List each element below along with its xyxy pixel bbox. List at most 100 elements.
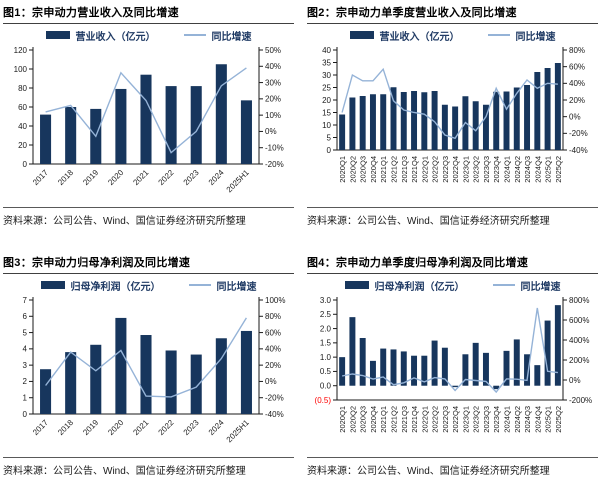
svg-text:2.5: 2.5 xyxy=(320,310,332,319)
svg-text:0.5: 0.5 xyxy=(320,367,332,376)
svg-text:-200%: -200% xyxy=(569,396,592,405)
svg-text:0: 0 xyxy=(327,146,332,155)
svg-text:100: 100 xyxy=(14,65,28,74)
svg-text:20%: 20% xyxy=(265,361,281,370)
source-divider xyxy=(3,457,294,458)
figure4-legend: 归母净利润（亿元） 同比增速 xyxy=(307,278,598,293)
svg-text:30%: 30% xyxy=(265,78,281,87)
svg-text:40%: 40% xyxy=(569,79,585,88)
svg-text:2023Q2: 2023Q2 xyxy=(472,406,481,433)
source-divider xyxy=(307,457,598,458)
svg-text:2025Q2: 2025Q2 xyxy=(554,406,563,433)
title-divider xyxy=(3,273,294,274)
figure3-title: 图3：宗申动力归母净利润及同比增速 xyxy=(3,257,191,269)
svg-text:50%: 50% xyxy=(265,46,281,55)
svg-text:60: 60 xyxy=(18,103,27,112)
svg-text:-20%: -20% xyxy=(265,394,284,403)
bar-series-swatch xyxy=(45,31,70,39)
line-series-swatch xyxy=(183,34,206,36)
svg-text:2017: 2017 xyxy=(31,418,50,437)
svg-text:2023Q1: 2023Q1 xyxy=(461,406,470,433)
source-divider xyxy=(307,207,598,208)
svg-text:40: 40 xyxy=(322,46,331,55)
svg-text:3: 3 xyxy=(23,361,28,370)
line-series-label: 同比增速 xyxy=(211,31,252,43)
svg-text:2019: 2019 xyxy=(81,418,100,437)
svg-text:2020Q1: 2020Q1 xyxy=(338,406,347,433)
svg-text:2020Q2: 2020Q2 xyxy=(348,406,357,433)
svg-text:2020Q1: 2020Q1 xyxy=(338,156,347,183)
svg-text:0: 0 xyxy=(23,160,28,169)
svg-text:25: 25 xyxy=(322,83,331,92)
svg-text:0%: 0% xyxy=(569,376,581,385)
bar-series-label: 归母净利润（亿元） xyxy=(374,281,465,293)
svg-text:2023Q4: 2023Q4 xyxy=(492,156,501,183)
svg-text:2023Q4: 2023Q4 xyxy=(492,406,501,433)
svg-text:40: 40 xyxy=(18,122,27,131)
svg-text:2022Q1: 2022Q1 xyxy=(420,406,429,433)
svg-text:2023Q3: 2023Q3 xyxy=(482,406,491,433)
svg-text:800%: 800% xyxy=(569,296,589,305)
svg-text:40%: 40% xyxy=(265,345,281,354)
bar-series-swatch xyxy=(344,281,369,289)
bar-series-label: 归母净利润（亿元） xyxy=(70,281,161,293)
figure2-title: 图2：宗申动力单季度营业收入及同比增速 xyxy=(307,7,517,19)
svg-text:400%: 400% xyxy=(569,336,589,345)
figure3-source-text: 资料来源：公司公告、Wind、国信证券经济研究所整理 xyxy=(3,466,246,477)
line-series-swatch xyxy=(188,284,211,286)
svg-text:2023Q2: 2023Q2 xyxy=(472,156,481,183)
svg-text:35: 35 xyxy=(322,58,331,67)
svg-text:40%: 40% xyxy=(265,62,281,71)
svg-text:-40%: -40% xyxy=(265,410,284,419)
svg-text:2020: 2020 xyxy=(106,418,125,437)
figure2-bar-line-chart: 0 5 10 15 20 25 30 35 40 -40% -20% 0% 20% 40% 60% 80% 20… xyxy=(322,46,588,183)
svg-text:2021Q1: 2021Q1 xyxy=(379,156,388,183)
svg-text:2022Q3: 2022Q3 xyxy=(441,406,450,433)
svg-text:20: 20 xyxy=(322,96,331,105)
bar-series-swatch xyxy=(40,281,65,289)
svg-text:2019: 2019 xyxy=(81,168,100,187)
svg-text:2021Q3: 2021Q3 xyxy=(400,156,409,183)
figure2-panel: 图2：宗申动力单季度营业收入及同比增速 营业收入（亿元） 同比增速 0 5 10 15… xyxy=(304,0,608,250)
svg-text:60%: 60% xyxy=(569,62,585,71)
svg-text:2024Q3: 2024Q3 xyxy=(523,156,532,183)
line-series-label: 同比增速 xyxy=(520,281,561,293)
svg-text:2018: 2018 xyxy=(56,418,75,437)
svg-text:10: 10 xyxy=(322,121,331,130)
svg-text:80%: 80% xyxy=(569,46,585,55)
svg-text:2024Q1: 2024Q1 xyxy=(503,156,512,183)
figure1-legend: 营业收入（亿元） 同比增速 xyxy=(3,28,294,43)
svg-text:2022: 2022 xyxy=(157,418,176,437)
svg-text:2: 2 xyxy=(23,377,28,386)
svg-text:2025H1: 2025H1 xyxy=(225,418,252,445)
svg-text:2023: 2023 xyxy=(182,168,201,187)
svg-text:2021Q4: 2021Q4 xyxy=(410,156,419,183)
svg-text:(0.5): (0.5) xyxy=(315,396,332,405)
bar-series-label: 营业收入（亿元） xyxy=(379,31,460,43)
svg-text:2021: 2021 xyxy=(131,418,150,437)
figure4-panel: 图4：宗申动力单季度归母净利润及同比增速 归母净利润（亿元） 同比增速 (0.5… xyxy=(304,250,608,500)
line-series-swatch xyxy=(492,284,515,286)
svg-text:2024Q2: 2024Q2 xyxy=(513,406,522,433)
figure1-title: 图1：宗申动力营业收入及同比增速 xyxy=(3,7,179,19)
svg-text:2024Q4: 2024Q4 xyxy=(533,156,542,183)
svg-text:2025Q2: 2025Q2 xyxy=(554,156,563,183)
bar-series-swatch xyxy=(349,31,374,39)
svg-text:2020Q3: 2020Q3 xyxy=(359,406,368,433)
figure3-bar-line-chart: 0 1 2 3 4 5 6 7 -40% -20% 0% 20% 40% 60% 80% 100% 2017 20… xyxy=(23,296,286,445)
svg-text:-40%: -40% xyxy=(569,146,588,155)
svg-text:2022Q1: 2022Q1 xyxy=(420,156,429,183)
svg-text:2021Q4: 2021Q4 xyxy=(410,406,419,433)
svg-text:200%: 200% xyxy=(569,356,589,365)
svg-text:2021Q1: 2021Q1 xyxy=(379,406,388,433)
figure1-panel: 图1：宗申动力营业收入及同比增速 营业收入（亿元） 同比增速 0 20 40 60 80… xyxy=(0,0,304,250)
svg-text:2021Q2: 2021Q2 xyxy=(390,406,399,433)
figure2-legend: 营业收入（亿元） 同比增速 xyxy=(307,28,598,43)
svg-text:0%: 0% xyxy=(265,127,277,136)
svg-text:2022Q2: 2022Q2 xyxy=(431,156,440,183)
bar-series-label: 营业收入（亿元） xyxy=(75,31,156,43)
svg-text:10%: 10% xyxy=(265,111,281,120)
svg-text:2024: 2024 xyxy=(207,168,226,187)
title-divider xyxy=(3,23,294,24)
